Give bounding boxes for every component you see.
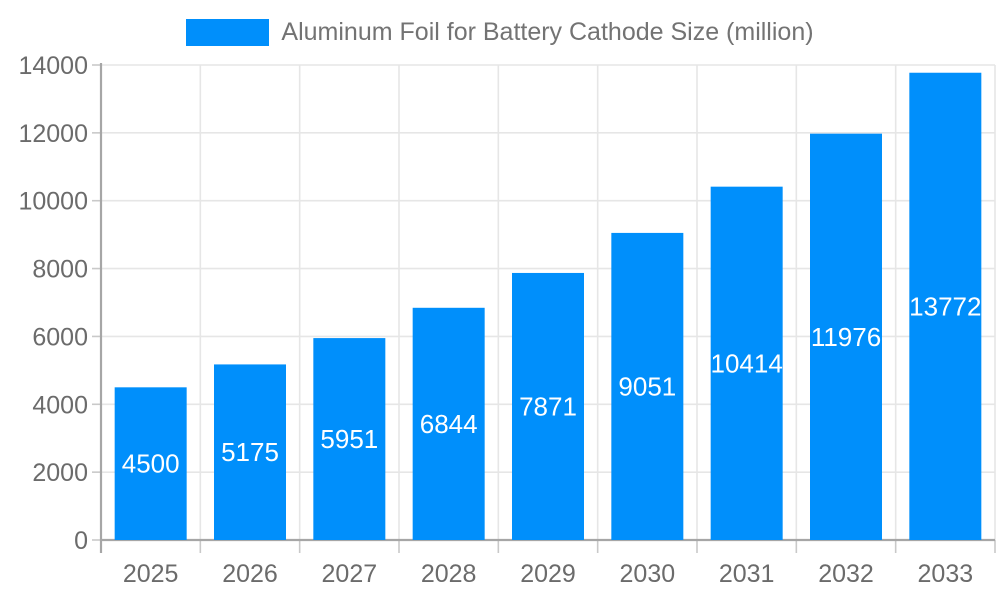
y-axis-tick-label: 2000 bbox=[32, 459, 88, 487]
y-axis-tick-label: 6000 bbox=[32, 323, 88, 351]
bar-2032[interactable] bbox=[810, 133, 882, 540]
x-axis-tick-label: 2027 bbox=[322, 560, 378, 588]
bar-2025[interactable] bbox=[114, 387, 187, 540]
y-axis-tick-label: 4000 bbox=[32, 391, 88, 419]
bar-value-label: 10414 bbox=[711, 348, 783, 378]
bar-2031[interactable] bbox=[710, 186, 783, 541]
x-axis-tick-label: 2030 bbox=[620, 560, 676, 588]
x-axis-tick-label: 2029 bbox=[520, 560, 576, 588]
y-axis-tick-label: 0 bbox=[74, 527, 88, 555]
bar-value-label: 5951 bbox=[320, 424, 378, 454]
bar-2030[interactable] bbox=[611, 232, 684, 540]
x-axis-tick-label: 2025 bbox=[123, 560, 179, 588]
bar-value-label: 9051 bbox=[618, 371, 676, 401]
bar-value-label: 6844 bbox=[420, 409, 478, 439]
y-axis-tick-label: 14000 bbox=[18, 52, 88, 80]
legend-swatch bbox=[186, 18, 270, 46]
bar-value-label: 7871 bbox=[519, 391, 577, 421]
bar-2027[interactable] bbox=[313, 338, 386, 540]
bar-value-label: 5175 bbox=[221, 437, 279, 467]
chart-legend: Aluminum Foil for Battery Cathode Size (… bbox=[0, 15, 1000, 49]
x-axis-tick-label: 2033 bbox=[918, 560, 974, 588]
bar-value-label: 11976 bbox=[811, 322, 881, 352]
x-axis-tick-label: 2026 bbox=[222, 560, 278, 588]
bar-value-label: 13772 bbox=[909, 291, 981, 321]
bar-2033[interactable] bbox=[909, 72, 982, 540]
bar-value-label: 4500 bbox=[122, 449, 180, 479]
y-axis-tick-label: 8000 bbox=[32, 256, 88, 284]
bar-2026[interactable] bbox=[214, 364, 286, 540]
x-axis-tick-label: 2032 bbox=[818, 560, 874, 588]
bar-2028[interactable] bbox=[412, 307, 485, 540]
x-axis-tick-label: 2028 bbox=[421, 560, 477, 588]
legend-label: Aluminum Foil for Battery Cathode Size (… bbox=[281, 17, 814, 46]
y-axis-tick-label: 12000 bbox=[18, 120, 88, 148]
y-axis-tick-label: 10000 bbox=[18, 188, 88, 216]
x-axis-tick-label: 2031 bbox=[719, 560, 775, 588]
bar-2029[interactable] bbox=[512, 272, 584, 540]
